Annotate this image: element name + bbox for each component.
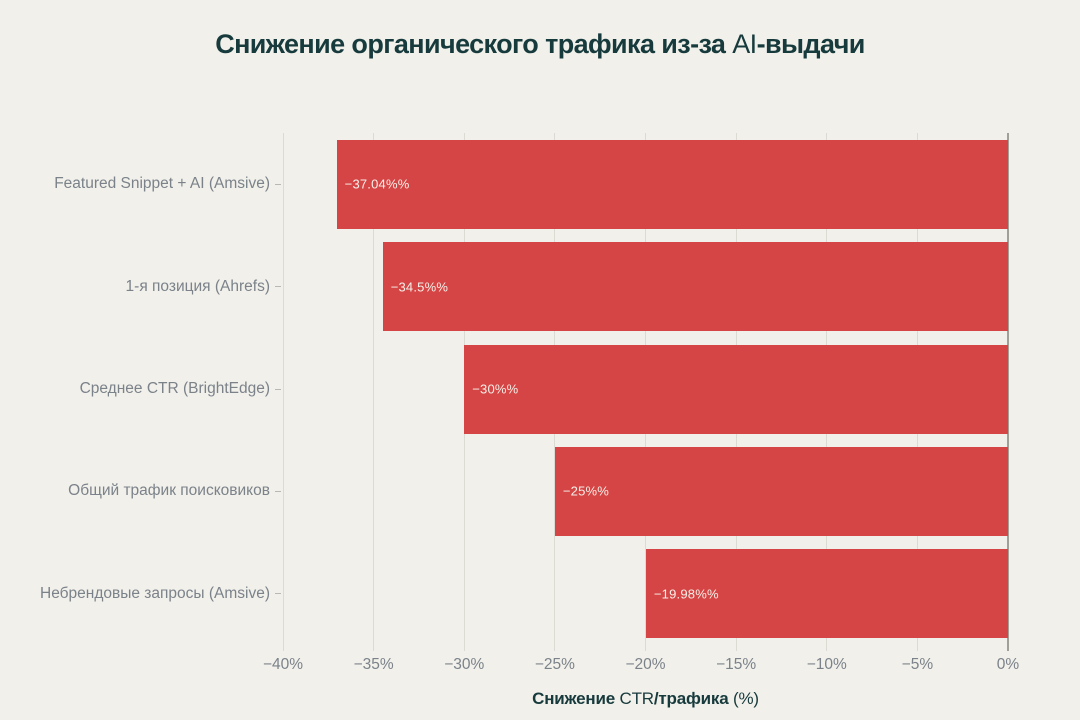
x-axis-title-text: /трафика [653, 689, 729, 708]
y-tick-mark [275, 388, 281, 390]
bar: −25%% [554, 446, 1008, 536]
y-tick-mark [275, 490, 281, 492]
gridline [282, 133, 284, 651]
chart-title-text: Снижение органического трафика из-за [215, 29, 733, 59]
chart-title-text: AI [732, 29, 757, 59]
category-label: Небрендовые запросы (Amsive) [0, 583, 281, 605]
x-tick-label: −20% [625, 656, 666, 673]
chart-title-text: -выдачи [756, 29, 866, 59]
bar-value-label: −30%% [472, 381, 519, 397]
category-label-text: 1-я позиция (Ahrefs) [125, 277, 270, 295]
x-tick-label: −5% [901, 656, 934, 673]
bar: −34.5%% [382, 242, 1008, 332]
x-tick-label: −25% [534, 656, 575, 673]
x-tick-label: −40% [262, 656, 304, 673]
chart-title: Снижение органического трафика из-за AI-… [0, 29, 1080, 60]
bar-value-label: −25%% [562, 483, 610, 499]
bar: −37.04%% [336, 139, 1008, 229]
bar: −19.98%% [645, 549, 1008, 639]
y-tick-mark [275, 593, 281, 595]
category-label-text: Небрендовые запросы (Amsive) [40, 584, 270, 602]
x-axis-title-text: Снижение [532, 689, 620, 708]
bar-value-label: −34.5%% [390, 279, 449, 295]
y-tick-mark [275, 286, 281, 288]
x-tick-label: −35% [353, 656, 394, 673]
x-tick-label: −10% [806, 656, 847, 673]
x-tick-label: −30% [444, 656, 485, 673]
bar-value-label: −37.04%% [344, 176, 410, 192]
gridline [373, 133, 375, 651]
category-label-text: Общий трафик поисковиков [68, 482, 270, 500]
category-label-text: Среднее CTR (BrightEdge) [79, 380, 270, 397]
category-label: Общий трафик поисковиков [0, 480, 281, 502]
category-label: 1-я позиция (Ahrefs) [0, 276, 281, 298]
zero-axis-line [1007, 133, 1009, 651]
category-label: Featured Snippet + AI (Amsive) [0, 173, 281, 195]
y-tick-mark [275, 183, 281, 185]
bar: −30%% [464, 344, 1008, 434]
category-label-text: Featured Snippet + AI (Amsive) [54, 175, 270, 193]
category-label: Среднее CTR (BrightEdge) [0, 378, 281, 400]
plot-area: −37.04%% −34.5%% −30%% −25%% −19.98%% [282, 133, 1009, 651]
x-axis-title-text: CTR [619, 689, 655, 708]
x-tick-label: −15% [716, 656, 757, 673]
x-axis-title: Снижение CTR/трафика (%) [283, 689, 1008, 709]
x-tick-label: 0% [996, 656, 1020, 673]
x-axis-title-text: (%) [728, 689, 759, 708]
bar-value-label: −19.98%% [653, 586, 719, 602]
